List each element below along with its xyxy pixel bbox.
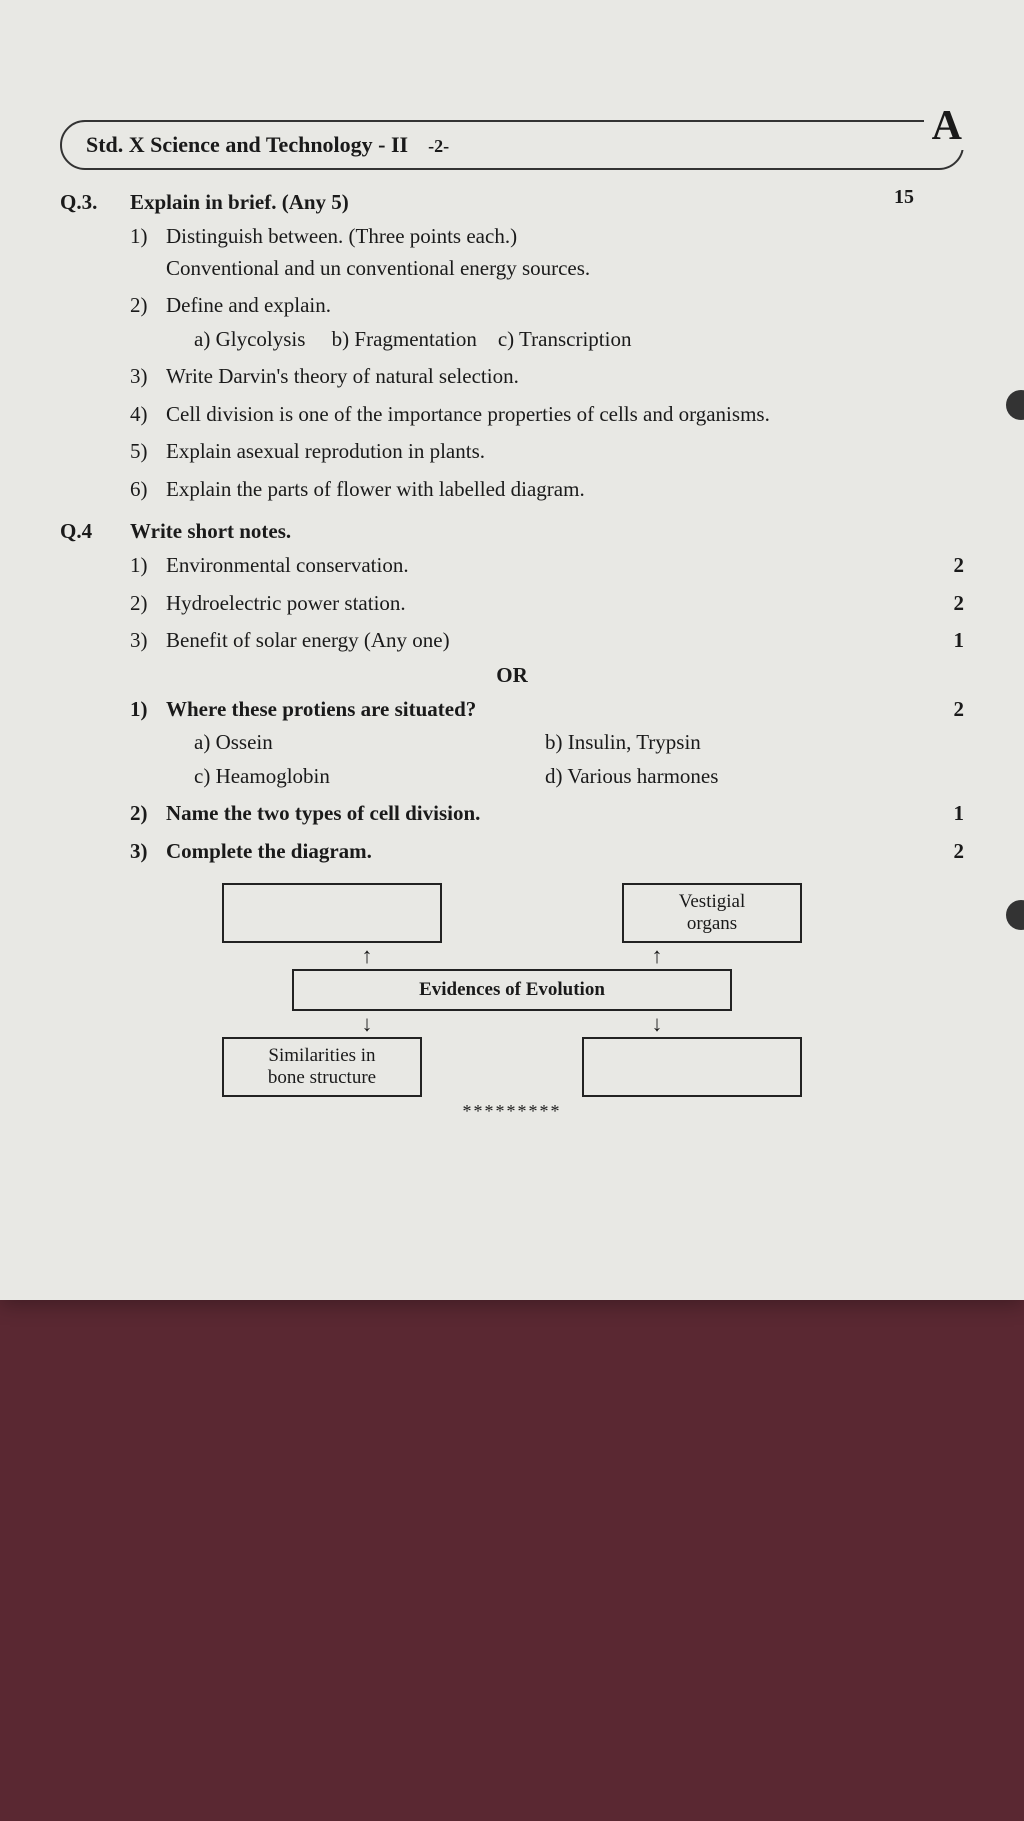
q3-item: 3) Write Darvin's theory of natural sele… (130, 361, 964, 393)
item-mark: 1 (936, 625, 964, 657)
set-letter: A (924, 102, 970, 150)
item-text: Name the two types of cell division. (166, 798, 936, 830)
item-text: Environmental conservation. (166, 550, 936, 582)
page-number: -2- (428, 136, 449, 157)
q4b-item: 1) Where these protiens are situated? a)… (130, 694, 964, 793)
item-num: 4) (130, 399, 166, 431)
item-text: Define and explain. (166, 290, 924, 322)
item-num: 2) (130, 588, 166, 620)
diagram-box-top-left (222, 883, 442, 943)
item-mark: 2 (936, 550, 964, 582)
evolution-diagram: Vestigial organs ↑↑ Evidences of Evoluti… (222, 883, 802, 1122)
item-num: 2) (130, 798, 166, 830)
diagram-box-top-right: Vestigial organs (622, 883, 802, 943)
arrows-down: ↓↓ (222, 1013, 802, 1035)
item-num: 1) (130, 221, 166, 284)
diagram-box-center: Evidences of Evolution (292, 969, 732, 1011)
q4-item: 2) Hydroelectric power station. 2 (130, 588, 964, 620)
q3-item: 1) Distinguish between. (Three points ea… (130, 221, 964, 284)
q3-item: 5) Explain asexual reprodution in plants… (130, 436, 964, 468)
header-title: Std. X Science and Technology - II (86, 132, 408, 158)
opt-a: a) Ossein (194, 727, 545, 759)
q4-label: Q.4 (60, 519, 130, 544)
q4-item: 1) Environmental conservation. 2 (130, 550, 964, 582)
q4-part-a: 1) Environmental conservation. 2 2) Hydr… (130, 550, 964, 657)
item-mark: 1 (936, 798, 964, 830)
item-text: Write Darvin's theory of natural selecti… (166, 361, 964, 393)
item-options: a) Glycolysis b) Fragmentation c) Transc… (194, 324, 924, 356)
item-num: 3) (130, 625, 166, 657)
item-mark: 2 (936, 694, 964, 793)
opt-c: c) Heamoglobin (194, 761, 545, 793)
q4-heading: Write short notes. (130, 519, 291, 544)
diagram-box-bottom-right (582, 1037, 802, 1097)
exam-paper: Std. X Science and Technology - II -2- A… (0, 0, 1024, 1300)
q3-item: 6) Explain the parts of flower with labe… (130, 474, 964, 506)
item-text: Cell division is one of the importance p… (166, 399, 964, 431)
item-text: Complete the diagram. (166, 836, 936, 868)
item-text: Hydroelectric power station. (166, 588, 936, 620)
end-marker: ********* (222, 1101, 802, 1122)
item-num: 3) (130, 361, 166, 393)
q3-heading: Explain in brief. (Any 5) (130, 190, 349, 215)
opt-d: d) Various harmones (545, 761, 896, 793)
item-num: 6) (130, 474, 166, 506)
q3-header: Q.3. Explain in brief. (Any 5) (60, 190, 964, 215)
item-num: 1) (130, 694, 166, 793)
q4-part-b: 1) Where these protiens are situated? a)… (130, 694, 964, 868)
item-mark: 2 (936, 588, 964, 620)
q3-list: 1) Distinguish between. (Three points ea… (130, 221, 964, 505)
header-box: Std. X Science and Technology - II -2- A (60, 120, 964, 170)
q3-item: 2) Define and explain. a) Glycolysis b) … (130, 290, 964, 355)
q3-item: 4) Cell division is one of the importanc… (130, 399, 964, 431)
item-text: Distinguish between. (Three points each.… (166, 221, 924, 253)
q4b-item: 2) Name the two types of cell division. … (130, 798, 964, 830)
q3-marks: 15 (894, 186, 914, 209)
item-num: 5) (130, 436, 166, 468)
or-separator: OR (60, 663, 964, 688)
punch-hole (1006, 390, 1024, 420)
item-mark: 2 (936, 836, 964, 868)
q4-item: 3) Benefit of solar energy (Any one) 1 (130, 625, 964, 657)
item-text: Explain the parts of flower with labelle… (166, 474, 964, 506)
punch-hole (1006, 900, 1024, 930)
item-text: Benefit of solar energy (Any one) (166, 625, 936, 657)
q4b-item: 3) Complete the diagram. 2 (130, 836, 964, 868)
opt-b: b) Insulin, Trypsin (545, 727, 896, 759)
item-text: Explain asexual reprodution in plants. (166, 436, 964, 468)
item-num: 2) (130, 290, 166, 355)
diagram-box-bottom-left: Similarities in bone structure (222, 1037, 422, 1097)
item-text: Where these protiens are situated? (166, 694, 896, 726)
item-extra: Conventional and un conventional energy … (166, 253, 924, 285)
q4-header: Q.4 Write short notes. (60, 519, 964, 544)
item-num: 3) (130, 836, 166, 868)
item-num: 1) (130, 550, 166, 582)
arrows-up: ↑↑ (222, 945, 802, 967)
q3-label: Q.3. (60, 190, 130, 215)
